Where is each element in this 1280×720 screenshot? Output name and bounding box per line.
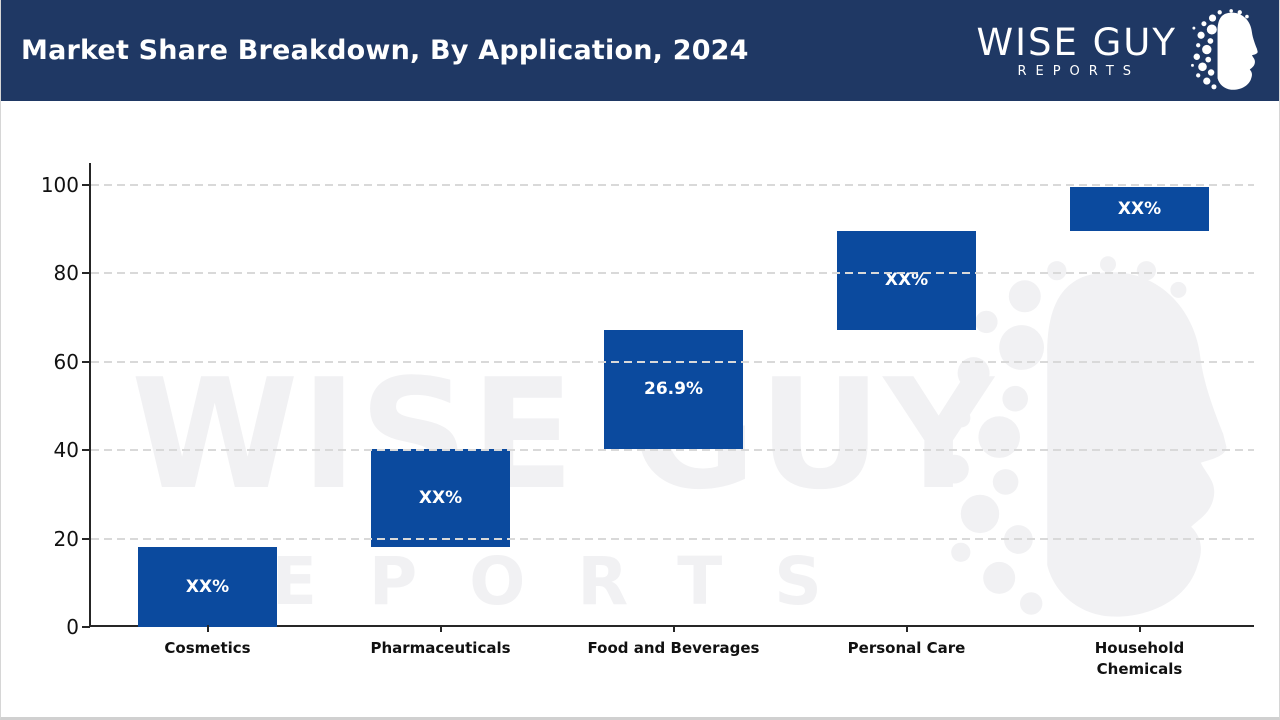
bar-value-label: XX% [418, 488, 463, 509]
y-axis-tick-mark [82, 626, 90, 628]
y-axis-tick-label: 0 [66, 615, 79, 639]
y-axis-tick-mark [82, 449, 90, 452]
y-axis-tick-label: 80 [53, 261, 79, 286]
gridline-60 [91, 360, 1254, 363]
x-axis-category-label: Pharmaceuticals [370, 639, 511, 657]
gridline-80 [91, 272, 1254, 275]
gridline-40 [91, 449, 1254, 452]
y-axis-tick-label: 40 [53, 438, 79, 463]
x-axis-category-label: Personal Care [847, 639, 966, 657]
page-title: Market Share Breakdown, By Application, … [21, 35, 749, 66]
x-axis-tick-mark [672, 625, 675, 632]
watermark-head-icon [940, 256, 1227, 617]
x-axis-tick-mark [905, 625, 908, 632]
y-axis-tick-mark [82, 272, 90, 275]
header-bar: Market Share Breakdown, By Application, … [1, 0, 1279, 101]
bar-value-label: 26.9% [644, 379, 703, 400]
y-axis-tick-mark [82, 360, 90, 363]
bar-value-label: XX% [185, 577, 230, 598]
bar-value-label: XX% [1117, 198, 1162, 219]
plot-area: 0 20 40 60 80 100 XX% Cosmetics XX% Pharmaceutica… [41, 163, 1254, 678]
y-axis-tick-mark [82, 184, 90, 187]
x-axis-category-label: Food and Beverages [587, 639, 760, 657]
gridline-100 [91, 184, 1254, 187]
logo-text: WISE GUY REPORTS [977, 24, 1177, 78]
x-axis-tick-mark [1138, 625, 1141, 632]
y-axis-tick-label: 60 [53, 349, 79, 374]
y-axis-tick-label: 20 [53, 526, 79, 551]
logo-brand-sub: REPORTS [1017, 63, 1141, 79]
watermark-text-reports: REPORTS [169, 543, 874, 620]
x-axis-category-label: Cosmetics [164, 639, 251, 657]
y-axis-tick-mark [82, 537, 90, 540]
bar-pharmaceuticals: XX% [371, 448, 510, 548]
bar-food-and-beverages: 26.9% [604, 330, 743, 449]
y-axis-tick-label: 100 [40, 173, 79, 198]
bar-household-chemicals: XX% [1070, 187, 1209, 231]
chart-canvas: WISE GUY REPORTS 0 20 40 60 80 100 XX% Cosmetic… [1, 101, 1279, 717]
gridline-20 [91, 537, 1254, 540]
wiseguy-logo: WISE GUY REPORTS [977, 8, 1267, 94]
watermark-text-wiseguy: WISE GUY [131, 346, 996, 523]
bar-personal-care: XX% [837, 230, 976, 331]
logo-brand-name: WISE GUY [976, 20, 1177, 64]
x-axis-category-label: Household Chemicals [1094, 639, 1185, 678]
logo-head-icon [1191, 8, 1258, 90]
bar-cosmetics: XX% [138, 547, 277, 627]
bar-value-label: XX% [884, 270, 929, 291]
x-axis-tick-mark [206, 625, 209, 632]
x-axis-tick-mark [439, 625, 442, 632]
